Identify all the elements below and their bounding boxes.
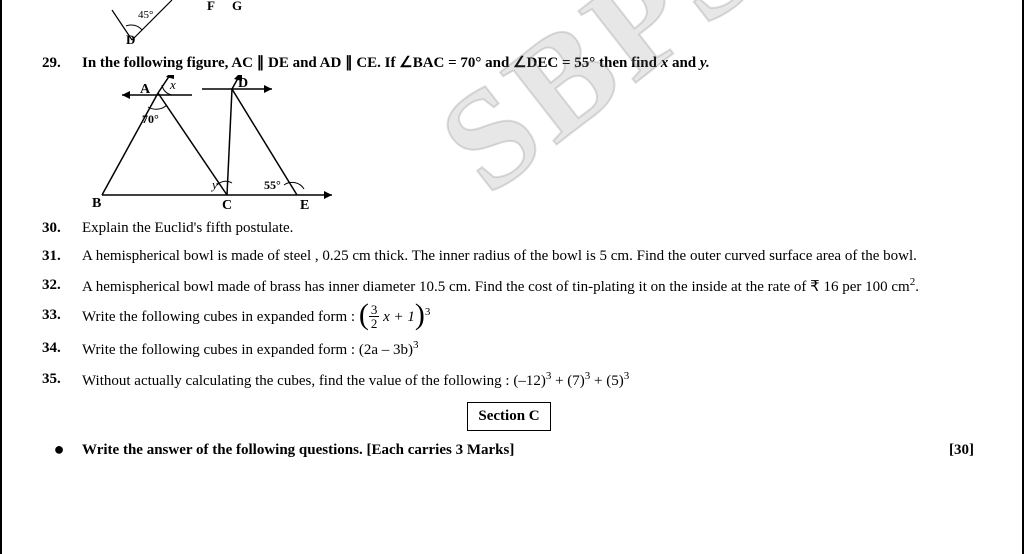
- fig29-70: 70°: [142, 112, 159, 126]
- angle-45-label: 45°: [138, 9, 153, 21]
- q30-text: Explain the Euclid's fifth postulate.: [82, 217, 982, 240]
- q31-number: 31.: [36, 245, 82, 268]
- fig29-55: 55°: [264, 178, 281, 192]
- fig29-x: x: [169, 77, 176, 92]
- instruction-row: ● Write the answer of the following ques…: [36, 439, 982, 462]
- marks-30: [30]: [949, 439, 982, 462]
- q33-frac-d: 2: [369, 317, 380, 330]
- q33-frac-n: 3: [369, 303, 380, 317]
- q29-text-a: In the following figure, AC ∥ DE and AD …: [82, 55, 661, 71]
- figure-29-svg: A D B C E x 70° y 55°: [82, 75, 442, 211]
- q33-after-frac: x + 1: [379, 309, 415, 325]
- fig29-y: y: [210, 177, 218, 192]
- section-c-box: Section C: [467, 402, 550, 431]
- fig29-C: C: [222, 198, 232, 211]
- question-35: 35. Without actually calculating the cub…: [36, 368, 982, 393]
- question-34: 34. Write the following cubes in expande…: [36, 337, 982, 362]
- section-c-row: Section C: [36, 402, 982, 431]
- q34-exp: 3: [413, 339, 419, 351]
- vertex-d-label: D: [126, 32, 135, 46]
- q30-number: 30.: [36, 217, 82, 240]
- fig29-D: D: [238, 76, 248, 91]
- point-f-label: F: [207, 0, 215, 13]
- q35-m2: + (5): [590, 373, 623, 389]
- instruction-text: Write the answer of the following questi…: [82, 439, 949, 462]
- question-33: 33. Write the following cubes in expande…: [36, 304, 982, 331]
- q33-exp: 3: [425, 306, 431, 318]
- fig29-E: E: [300, 198, 309, 211]
- q33-lparen: (: [359, 298, 369, 331]
- q33-number: 33.: [36, 304, 82, 327]
- q34-lead: Write the following cubes in expanded fo…: [82, 342, 413, 358]
- question-29: 29. In the following figure, AC ∥ DE and…: [36, 52, 982, 75]
- fig29-A: A: [140, 82, 151, 97]
- q34-number: 34.: [36, 337, 82, 360]
- question-31: 31. A hemispherical bowl is made of stee…: [36, 245, 982, 268]
- q29-number: 29.: [36, 52, 82, 75]
- q33-lead: Write the following cubes in expanded fo…: [82, 309, 359, 325]
- q33-rparen: ): [415, 298, 425, 331]
- q35-e3: 3: [624, 370, 630, 382]
- q35-m1: + (7): [551, 373, 584, 389]
- point-g-label: G: [232, 0, 242, 13]
- exam-page: SBPS 45° D F G 29. In the following figu…: [0, 0, 1024, 554]
- q29-y: y.: [700, 55, 710, 71]
- q35-text: Without actually calculating the cubes, …: [82, 368, 982, 393]
- question-32: 32. A hemispherical bowl made of brass h…: [36, 274, 982, 299]
- q29-text-b: and: [668, 55, 700, 71]
- figure-28-partial: 45° D F G: [82, 0, 982, 46]
- q35-number: 35.: [36, 368, 82, 391]
- q29-text: In the following figure, AC ∥ DE and AD …: [82, 52, 982, 75]
- q32-number: 32.: [36, 274, 82, 297]
- q33-after-frac-text: x + 1: [383, 309, 415, 325]
- figure-28-svg: 45° D F G: [82, 0, 282, 46]
- figure-29: A D B C E x 70° y 55°: [82, 75, 982, 211]
- q33-text: Write the following cubes in expanded fo…: [82, 304, 982, 331]
- q33-frac: 32: [369, 303, 380, 330]
- bullet-icon: ●: [36, 439, 82, 461]
- q31-text: A hemispherical bowl is made of steel , …: [82, 245, 982, 268]
- question-30: 30. Explain the Euclid's fifth postulate…: [36, 217, 982, 240]
- q32-text: A hemispherical bowl made of brass has i…: [82, 274, 982, 299]
- q32-text-a: A hemispherical bowl made of brass has i…: [82, 279, 910, 295]
- q32-text-b: .: [915, 279, 919, 295]
- q35-lead: Without actually calculating the cubes, …: [82, 373, 546, 389]
- q34-text: Write the following cubes in expanded fo…: [82, 337, 982, 362]
- fig29-B: B: [92, 196, 101, 211]
